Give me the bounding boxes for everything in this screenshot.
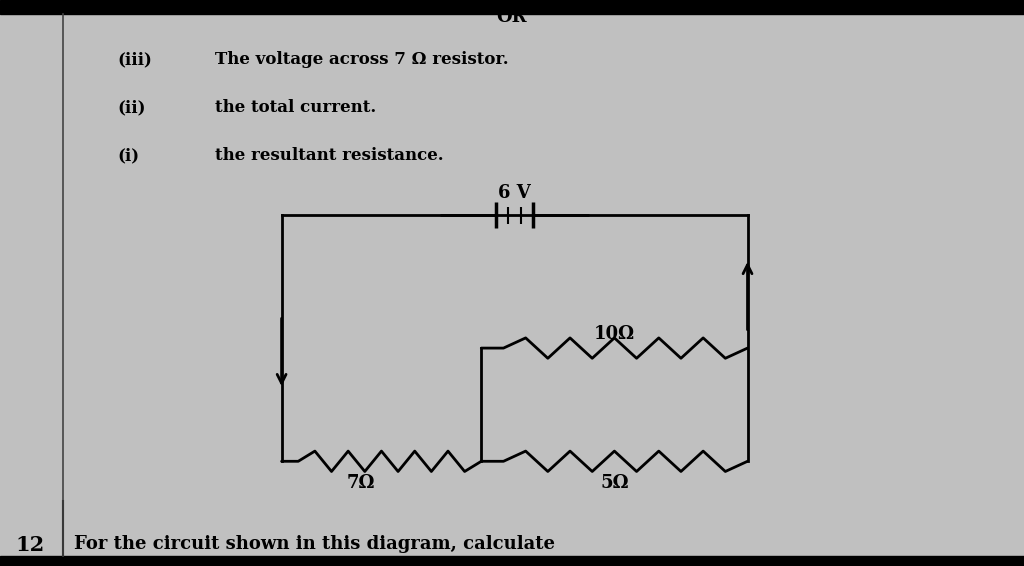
Text: 10Ω: 10Ω <box>594 325 635 344</box>
Text: the resultant resistance.: the resultant resistance. <box>215 147 443 164</box>
Text: 6 V: 6 V <box>499 184 530 202</box>
Text: (i): (i) <box>118 147 140 164</box>
Text: For the circuit shown in this diagram, calculate: For the circuit shown in this diagram, c… <box>74 535 555 553</box>
Text: The voltage across 7 Ω resistor.: The voltage across 7 Ω resistor. <box>215 51 509 68</box>
Text: 12: 12 <box>15 535 45 555</box>
Text: (iii): (iii) <box>118 51 153 68</box>
Text: the total current.: the total current. <box>215 99 376 116</box>
Bar <box>0 556 1024 566</box>
Bar <box>0 0 1024 14</box>
Text: (ii): (ii) <box>118 99 146 116</box>
Text: 7Ω: 7Ω <box>347 474 375 492</box>
Text: OR: OR <box>497 8 527 25</box>
Text: 5Ω: 5Ω <box>600 474 629 492</box>
